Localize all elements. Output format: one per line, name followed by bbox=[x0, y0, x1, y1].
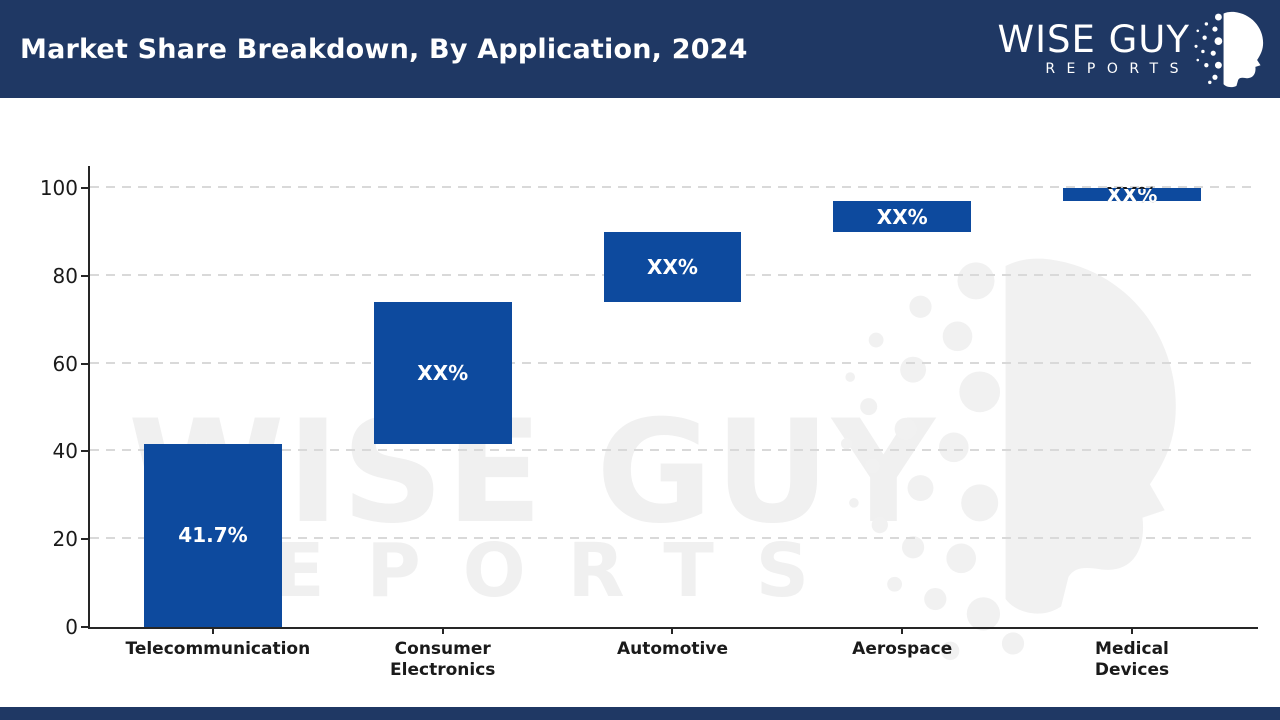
bar-label: XX% bbox=[417, 361, 469, 386]
y-tick-mark-80 bbox=[81, 274, 88, 277]
y-tick-label-100: 100 bbox=[39, 175, 78, 200]
y-tick-mark-100 bbox=[81, 186, 88, 189]
x-tick-mark bbox=[671, 627, 674, 634]
logo-head-icon bbox=[1194, 11, 1264, 88]
y-tick-label-0: 0 bbox=[65, 615, 78, 639]
bar-label: XX% bbox=[876, 204, 928, 229]
x-axis-label: Consumer Electronics bbox=[390, 639, 496, 681]
x-axis-label: Aerospace bbox=[852, 639, 953, 659]
gridline-60 bbox=[90, 361, 1258, 364]
y-tick-label-20: 20 bbox=[52, 527, 78, 552]
logo: WISE GUY REPORTS bbox=[998, 4, 1270, 92]
bar-aerospace: XX% bbox=[833, 201, 972, 232]
header: Market Share Breakdown, By Application, … bbox=[0, 0, 1280, 98]
y-tick-mark-0 bbox=[81, 626, 88, 628]
bar-consumer-electronics: XX% bbox=[373, 302, 512, 444]
y-tick-mark-40 bbox=[81, 450, 88, 453]
bar-medical-devices: XX% XX% bbox=[1063, 183, 1201, 207]
y-tick-label-60: 60 bbox=[52, 351, 78, 376]
gridline-40 bbox=[90, 449, 1258, 452]
x-axis-label: Automotive bbox=[616, 639, 728, 659]
bar-label: XX% XX% bbox=[1106, 182, 1158, 207]
logo-subtext: REPORTS bbox=[1045, 60, 1190, 77]
y-tick-label-40: 40 bbox=[52, 439, 78, 464]
y-tick-mark-60 bbox=[81, 362, 88, 365]
bar-telecommunication: 41.7% bbox=[144, 443, 282, 627]
chart-title: Market Share Breakdown, By Application, … bbox=[20, 33, 748, 65]
x-tick-mark bbox=[211, 627, 214, 634]
y-tick-label-80: 80 bbox=[52, 263, 78, 288]
x-tick-mark bbox=[441, 627, 444, 634]
x-tick-mark bbox=[1130, 627, 1133, 634]
x-axis-label: Telecommunication bbox=[125, 639, 311, 659]
x-tick-mark bbox=[901, 627, 904, 634]
gridline-100 bbox=[90, 185, 1258, 188]
gridline-20 bbox=[90, 537, 1258, 540]
plot-area: 0 20 40 60 80 100 41.7% Telecommunication XX% Con… bbox=[40, 166, 1258, 680]
y-tick-mark-20 bbox=[81, 538, 88, 541]
bar-label: 41.7% bbox=[178, 523, 248, 548]
bar-automotive: XX% bbox=[603, 231, 742, 303]
logo-wordmark: WISE GUY bbox=[997, 17, 1190, 61]
footer-bar bbox=[0, 707, 1280, 720]
bar-label: XX% bbox=[647, 254, 698, 279]
x-axis-label: Medical Devices bbox=[1094, 639, 1170, 681]
